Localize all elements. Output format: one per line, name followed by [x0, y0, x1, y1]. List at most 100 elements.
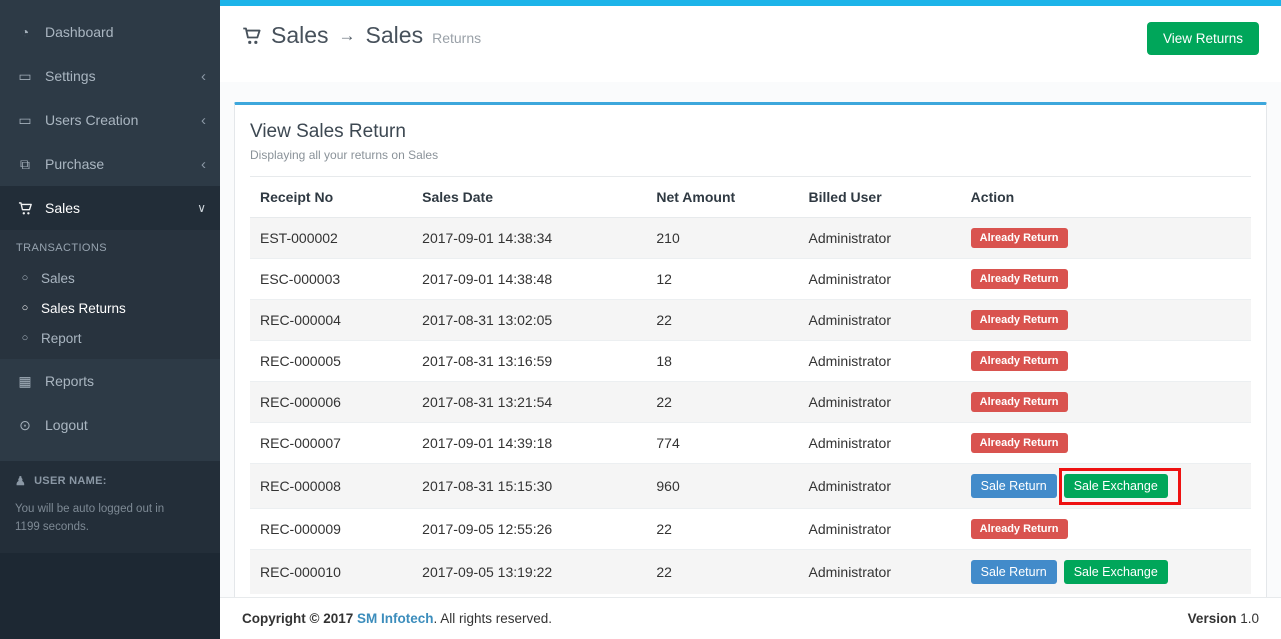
net-amount-cell: 22: [646, 508, 799, 550]
sale-exchange-button[interactable]: Sale Exchange: [1063, 474, 1168, 498]
already-return-badge: Already Return: [970, 228, 1068, 248]
cart-icon: [16, 201, 34, 216]
monitor-icon: ▭: [18, 67, 32, 84]
submenu-item-sales[interactable]: ○ Sales: [0, 263, 220, 293]
sidebar-item-sales[interactable]: Sales ∨: [0, 186, 220, 230]
sidebar-submenu: TRANSACTIONS ○ Sales ○ Sales Returns ○ Report: [0, 230, 220, 359]
table-row: REC-000007 2017-09-01 14:39:18 774 Administ…: [250, 422, 1251, 464]
billed-user-cell: Administrator: [798, 422, 961, 464]
nav-item-label: Settings: [45, 68, 96, 84]
billed-user-cell: Administrator: [798, 340, 961, 382]
receipt-no-cell: REC-000008: [250, 463, 413, 509]
sales-date-cell: 2017-08-31 13:16:59: [412, 340, 647, 382]
table-row: REC-000004 2017-08-31 13:02:05 22 Administr…: [250, 299, 1251, 341]
sale-return-button[interactable]: Sale Return: [970, 474, 1057, 498]
submenu-item-sales-returns[interactable]: ○ Sales Returns: [0, 293, 220, 323]
receipt-no-cell: REC-000005: [250, 340, 413, 382]
net-amount-cell: 22: [646, 381, 799, 423]
action-buttons: Already Return: [970, 228, 1241, 248]
user-name-label-row: ♟ USER NAME:: [15, 474, 205, 488]
already-return-badge: Already Return: [970, 310, 1068, 330]
nav-item-label: Report: [41, 330, 82, 346]
receipt-no-cell: REC-000009: [250, 508, 413, 550]
billed-user-cell: Administrator: [798, 549, 961, 594]
submenu-item-report[interactable]: ○ Report: [0, 323, 220, 353]
sales-date-cell: 2017-09-05 12:55:26: [412, 508, 647, 550]
table-row: REC-000010 2017-09-05 13:19:22 22 Administr…: [250, 549, 1251, 594]
column-header-billed-user: Billed User: [798, 176, 961, 218]
net-amount-cell: 960: [646, 463, 799, 509]
action-buttons: Already Return: [970, 392, 1241, 412]
column-header-receipt-no: Receipt No: [250, 176, 413, 218]
copyright-prefix: Copyright © 2017: [242, 611, 357, 626]
sidebar: ◔ Dashboard ▭ Settings ‹ ▭ Users Creation ‹ ⧉ Pur…: [0, 0, 220, 639]
cart-icon: [242, 26, 262, 46]
sales-date-cell: 2017-08-31 15:15:30: [412, 463, 647, 509]
net-amount-cell: 12: [646, 258, 799, 300]
table-row: REC-000008 2017-08-31 15:15:30 960 Administ…: [250, 463, 1251, 509]
already-return-badge: Already Return: [970, 392, 1068, 412]
nav-item-label: Sales Returns: [41, 300, 126, 316]
monitor-icon: ▭: [18, 111, 32, 128]
net-amount-cell: 210: [656, 230, 680, 246]
version-value: 1.0: [1240, 611, 1259, 626]
sales-date-cell: 2017-09-05 13:19:22: [412, 549, 647, 594]
breadcrumb-section[interactable]: Sales: [271, 22, 329, 48]
net-amount-cell: 22: [646, 549, 799, 594]
action-cell: Already Return: [960, 381, 1251, 423]
net-amount-cell: 18: [646, 340, 799, 382]
table-body: EST-000002 2017-09-01 14:38:34 210 Administ…: [250, 217, 1251, 594]
copyright-text: Copyright © 2017 SM Infotech. All rights…: [242, 611, 552, 626]
sidebar-item-dashboard[interactable]: ◔ Dashboard: [0, 10, 220, 54]
action-cell: Already Return: [960, 340, 1251, 382]
sales-date-cell: 2017-09-01 14:39:18: [412, 422, 647, 464]
receipt-no-cell: REC-000007: [250, 422, 413, 464]
breadcrumb-page-sub: Returns: [432, 30, 482, 46]
user-name-label: USER NAME:: [34, 475, 107, 487]
already-return-badge: Already Return: [970, 433, 1068, 453]
already-return-badge: Already Return: [970, 519, 1068, 539]
sales-date-cell: 2017-09-01 14:38:34: [422, 230, 553, 246]
receipt-no-cell: REC-000004: [250, 299, 413, 341]
main-area: Sales → Sales Returns View Returns View …: [220, 0, 1281, 639]
action-cell: Already Return: [960, 508, 1251, 550]
chevron-down-icon: ∨: [197, 201, 206, 215]
company-link[interactable]: SM Infotech: [356, 611, 434, 626]
sidebar-item-reports[interactable]: ▦ Reports: [0, 359, 220, 403]
table-header-row: Receipt No Sales Date Net Amount Billed Use…: [250, 176, 1251, 218]
action-cell: Sale Return Sale Exchange: [960, 463, 1251, 509]
net-amount-cell: 22: [646, 299, 799, 341]
nav-item-label: Reports: [45, 373, 95, 389]
action-buttons: Sale Return Sale Exchange: [970, 560, 1241, 584]
column-header-sales-date: Sales Date: [412, 176, 647, 218]
billed-user-cell: Administrator: [808, 230, 891, 246]
action-buttons: Already Return: [970, 351, 1241, 371]
receipt-no-cell: ESC-000003: [250, 258, 413, 300]
sidebar-item-logout[interactable]: ⊙ Logout: [0, 403, 220, 447]
table-row: REC-000005 2017-08-31 13:16:59 18 Administr…: [250, 340, 1251, 382]
action-buttons: Sale Return Sale Exchange: [970, 468, 1241, 505]
table-icon: ▦: [18, 372, 32, 389]
user-icon: ♟: [15, 474, 27, 488]
version-text: Version 1.0: [1188, 611, 1259, 626]
sidebar-item-users-creation[interactable]: ▭ Users Creation ‹: [0, 98, 220, 142]
breadcrumb: Sales → Sales Returns: [242, 22, 481, 49]
sidebar-item-settings[interactable]: ▭ Settings ‹: [0, 54, 220, 98]
page-footer: Copyright © 2017 SM Infotech. All rights…: [220, 597, 1281, 639]
sidebar-main-nav: ◔ Dashboard ▭ Settings ‹ ▭ Users Creation ‹ ⧉ Pur…: [0, 0, 220, 230]
billed-user-cell: Administrator: [798, 299, 961, 341]
nav-item-label: Logout: [45, 417, 88, 433]
circle-icon: ○: [21, 332, 29, 344]
sales-date-cell: 2017-08-31 13:02:05: [412, 299, 647, 341]
action-buttons: Already Return: [970, 310, 1241, 330]
sidebar-item-purchase[interactable]: ⧉ Purchase ‹: [0, 142, 220, 186]
table-row: REC-000006 2017-08-31 13:21:54 22 Administr…: [250, 381, 1251, 423]
billed-user-cell: Administrator: [798, 381, 961, 423]
nav-item-label: Sales: [41, 270, 75, 286]
sale-return-button[interactable]: Sale Return: [970, 560, 1057, 584]
table-row: EST-000002 2017-09-01 14:38:34 210 Administ…: [250, 217, 1251, 259]
view-returns-button[interactable]: View Returns: [1146, 22, 1259, 55]
sales-returns-table: Receipt No Sales Date Net Amount Billed Use…: [250, 176, 1251, 594]
chevron-left-icon: ‹: [201, 111, 206, 129]
sale-exchange-button[interactable]: Sale Exchange: [1063, 560, 1168, 584]
